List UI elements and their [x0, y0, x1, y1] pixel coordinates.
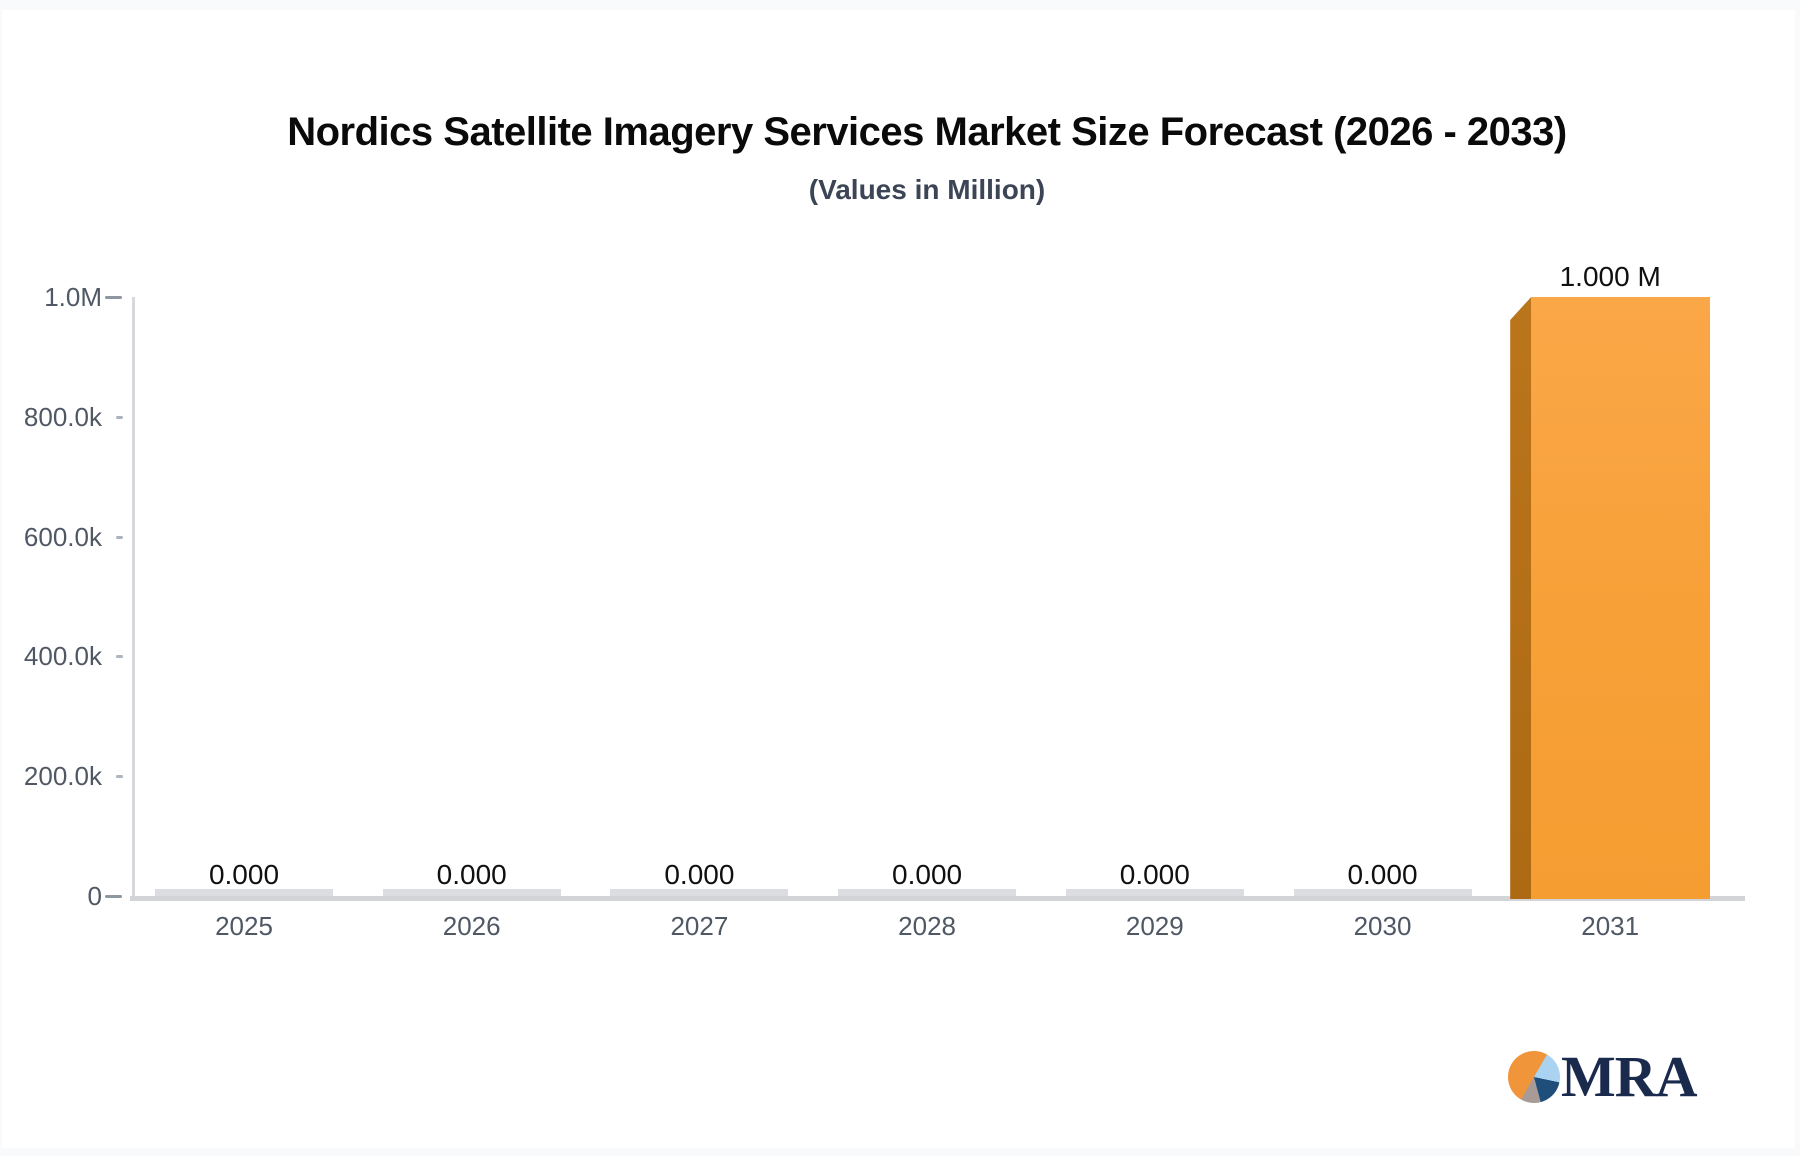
bar-side-shade-2031: [1510, 297, 1532, 899]
chart-card: Nordics Satellite Imagery Services Marke…: [2, 10, 1795, 1148]
bar-2029[interactable]: [1065, 889, 1244, 896]
x-axis-baseline: [130, 896, 1745, 901]
value-label-2027: 0.000: [664, 859, 735, 890]
y-tick-mark-400.0k: [116, 655, 123, 659]
chart-title: Nordics Satellite Imagery Services Marke…: [287, 110, 1567, 154]
bar-2027[interactable]: [610, 889, 789, 896]
y-tick-label-200.0k: 200.0k: [23, 761, 102, 792]
y-tick-mark-200.0k: [116, 775, 123, 779]
bar-face-2031: [1531, 297, 1711, 899]
bar-2025[interactable]: [155, 889, 333, 896]
y-tick-label-1.0M: 1.0M: [44, 282, 102, 312]
x-label-2029: 2029: [1125, 911, 1184, 941]
value-label-2029: 0.000: [1119, 859, 1190, 890]
y-tick-mark-600.0k: [116, 535, 123, 539]
x-label-2030: 2030: [1353, 911, 1412, 941]
y-axis-line: [132, 297, 135, 896]
x-label-2028: 2028: [898, 911, 957, 941]
value-label-2031: 1.000 M: [1559, 261, 1661, 292]
value-label-2026: 0.000: [436, 859, 507, 890]
y-tick-label-400.0k: 400.0k: [23, 641, 102, 672]
y-tick-mark-0: [105, 895, 122, 898]
brand-logo-text: MRA: [1561, 1044, 1698, 1109]
bar-2026[interactable]: [382, 889, 561, 896]
bar-2030[interactable]: [1293, 889, 1472, 896]
y-tick-mark-1.0M: [105, 296, 122, 299]
y-tick-label-600.0k: 600.0k: [23, 521, 102, 552]
y-tick-mark-800.0k: [116, 415, 123, 419]
chart-subtitle: (Values in Million): [808, 174, 1046, 205]
value-label-2028: 0.000: [892, 859, 963, 890]
brand-logo: MRA: [1508, 1044, 1698, 1109]
x-label-2031: 2031: [1581, 911, 1640, 941]
value-label-2025: 0.000: [208, 859, 280, 890]
bar-2031[interactable]: [1510, 297, 1711, 899]
x-label-2025: 2025: [215, 911, 273, 941]
x-label-2027: 2027: [670, 911, 729, 941]
y-tick-label-0: 0: [87, 881, 102, 911]
pie-chart-logo-icon: [1508, 1051, 1560, 1103]
value-label-2030: 0.000: [1347, 859, 1418, 890]
x-label-2026: 2026: [442, 911, 501, 941]
plot-area: 1.0M 800.0k 600.0k 400.0k 200.0k 0 2025 0.000 20…: [2, 10, 1795, 1148]
chart-layer: Nordics Satellite Imagery Services Marke…: [2, 10, 1795, 1148]
y-tick-label-800.0k: 800.0k: [23, 401, 102, 432]
bar-2028[interactable]: [838, 889, 1017, 896]
